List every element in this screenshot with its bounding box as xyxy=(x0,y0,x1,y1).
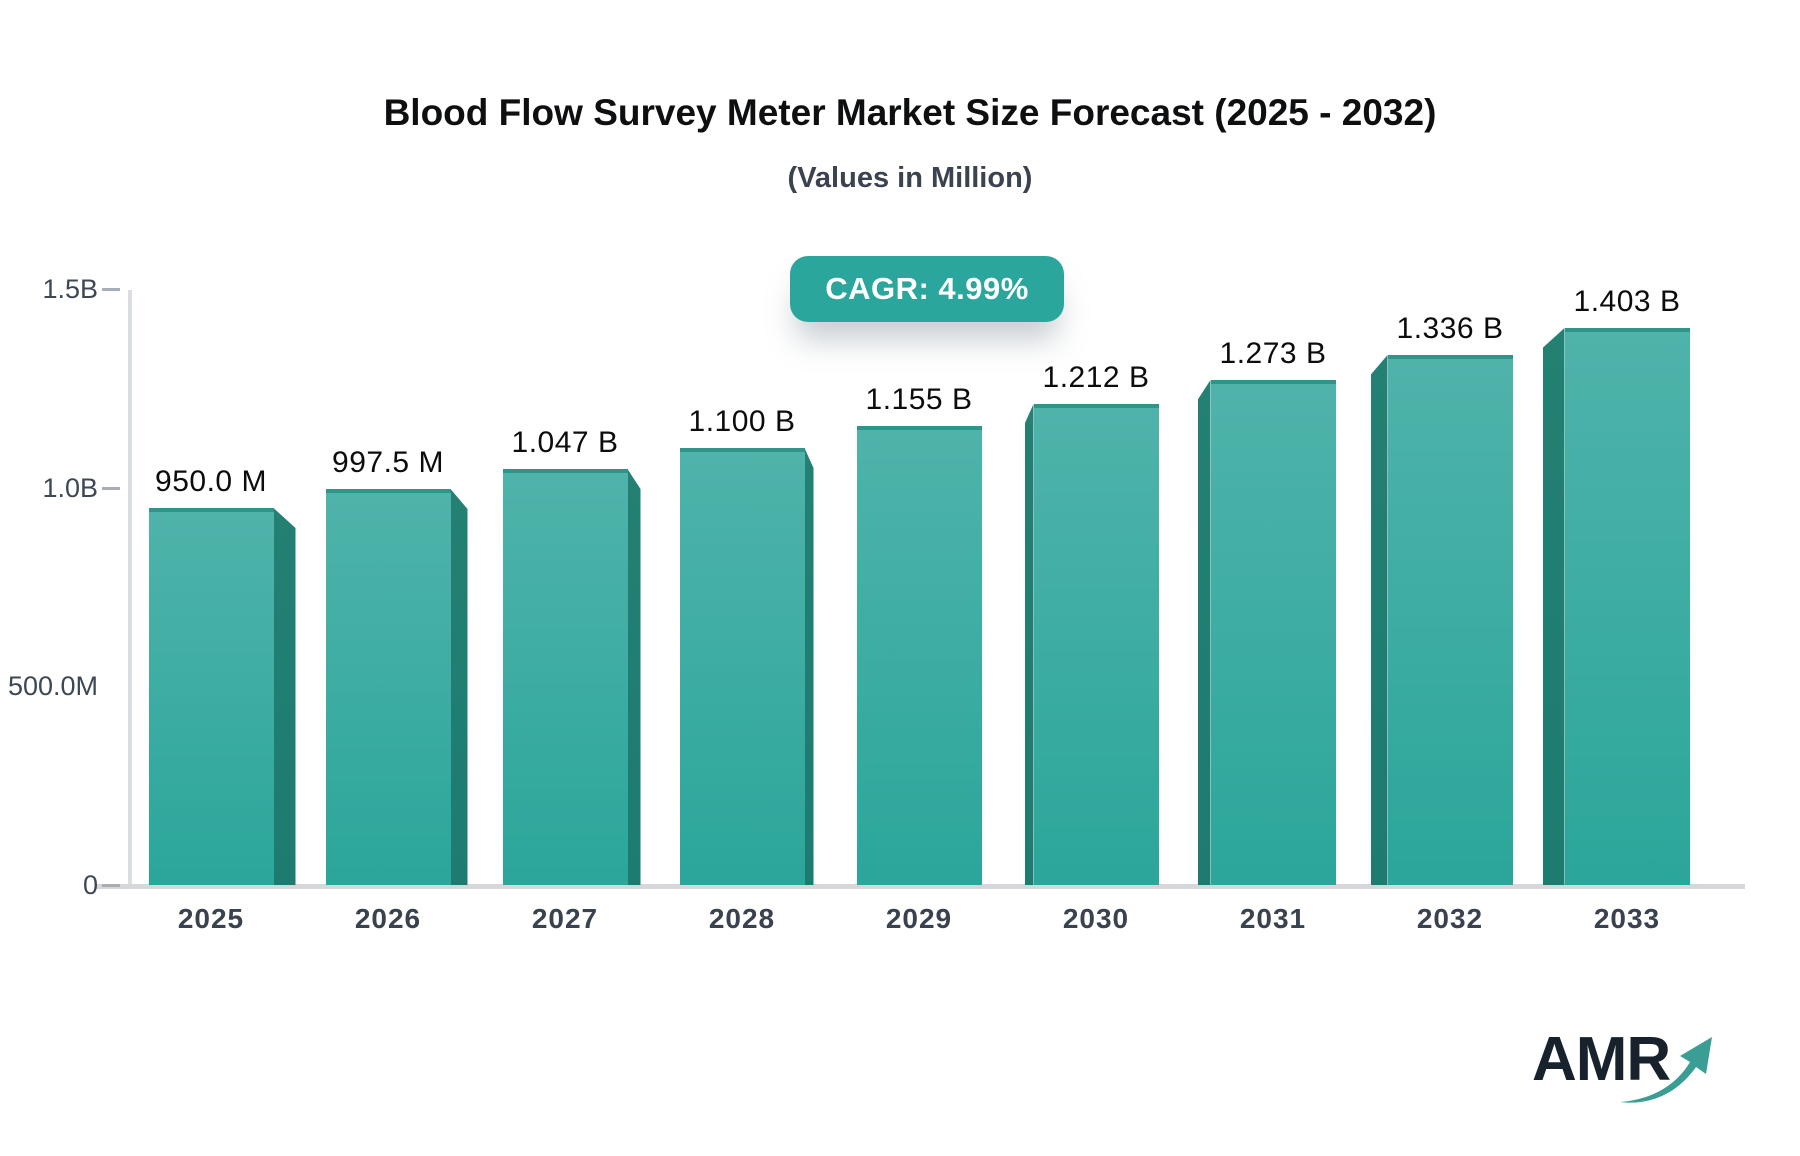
y-tick-dash-3 xyxy=(102,884,120,887)
bar-2030 xyxy=(1024,404,1159,885)
y-tick-dash-1 xyxy=(102,487,120,490)
bar-value-label-2033: 1.403 B xyxy=(1573,285,1681,318)
bar-2032 xyxy=(1370,355,1513,885)
bar-front-face xyxy=(325,489,451,885)
x-axis-label-2033: 2033 xyxy=(1593,903,1661,934)
bar-2029 xyxy=(856,426,982,885)
bar-front-face xyxy=(1210,380,1336,885)
bar-side-face xyxy=(1542,328,1565,885)
bar-value-label-2025: 950.0 M xyxy=(155,465,267,498)
bar-2026 xyxy=(325,489,468,885)
bar-value-label-2027: 1.047 B xyxy=(511,426,619,459)
chart-header: Blood Flow Survey Meter Market Size Fore… xyxy=(10,92,1800,195)
x-axis-label-2027: 2027 xyxy=(531,903,599,934)
bar-front-face xyxy=(1387,355,1513,885)
bar-side-face xyxy=(1370,355,1388,885)
bar-2031 xyxy=(1197,380,1336,885)
bar-value-label-2030: 1.212 B xyxy=(1042,361,1150,394)
x-axis-label-2032: 2032 xyxy=(1416,903,1484,934)
y-tick-label-1: 1.0B xyxy=(42,473,98,503)
bar-side-face xyxy=(273,508,296,885)
bar-side-face xyxy=(1024,404,1034,885)
bar-2033 xyxy=(1542,328,1690,885)
bar-value-label-2031: 1.273 B xyxy=(1219,337,1327,370)
y-tick-label-2: 500.0M xyxy=(7,671,98,701)
x-axis-label-2028: 2028 xyxy=(708,903,776,934)
amr-logo-text: AMR xyxy=(1532,1025,1671,1094)
bar-2027 xyxy=(502,469,641,885)
bar-front-face xyxy=(679,448,805,885)
amr-logo: AMR xyxy=(1532,1025,1732,1120)
cagr-badge-label: CAGR: 4.99% xyxy=(825,271,1029,306)
bar-value-label-2032: 1.336 B xyxy=(1396,312,1504,345)
bar-front-face xyxy=(856,426,982,885)
bar-side-face xyxy=(627,469,641,885)
x-axis-label-2025: 2025 xyxy=(177,903,245,934)
chart-subtitle: (Values in Million) xyxy=(787,162,1033,194)
bar-front-face xyxy=(502,469,628,885)
bar-front-face xyxy=(148,508,274,885)
y-axis-line xyxy=(128,290,132,886)
bar-front-face xyxy=(1033,404,1159,885)
bar-side-face xyxy=(1197,380,1211,885)
cagr-badge: CAGR: 4.99% xyxy=(790,256,1064,322)
x-axis-baseline xyxy=(95,884,1745,889)
bar-value-label-2026: 997.5 M xyxy=(332,446,444,479)
bar-side-face xyxy=(804,448,814,885)
y-tick-dash-0 xyxy=(102,288,120,291)
growth-arrow-icon xyxy=(1620,1037,1712,1103)
x-axis-label-2030: 2030 xyxy=(1062,903,1130,934)
bar-value-label-2029: 1.155 B xyxy=(865,383,973,416)
bar-front-face xyxy=(1564,328,1690,885)
chart-title: Blood Flow Survey Meter Market Size Fore… xyxy=(383,92,1437,133)
bar-2028 xyxy=(679,448,814,885)
bar-2025 xyxy=(148,508,296,885)
y-tick-label-3: 0 xyxy=(82,870,98,900)
bar-value-label-2028: 1.100 B xyxy=(688,405,796,438)
bar-side-face xyxy=(450,489,468,885)
y-tick-label-0: 1.5B xyxy=(42,274,98,304)
x-axis-label-2029: 2029 xyxy=(885,903,953,934)
x-axis-label-2026: 2026 xyxy=(354,903,422,934)
x-axis-label-2031: 2031 xyxy=(1239,903,1307,934)
